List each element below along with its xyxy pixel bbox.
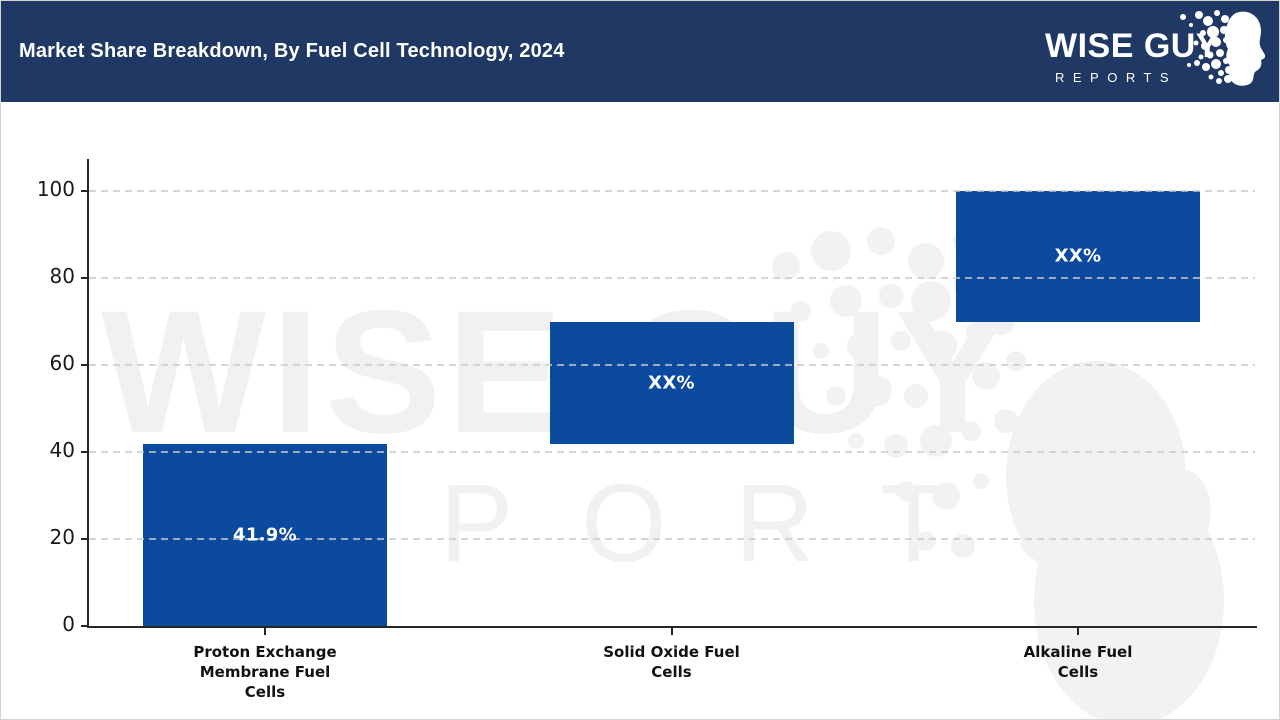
page-title: Market Share Breakdown, By Fuel Cell Tec…	[19, 40, 565, 62]
wise-guy-reports-logo: WISE GUY REPORTS	[1045, 10, 1265, 86]
logo-wiseguy-text: WISE GUY	[1045, 27, 1219, 65]
logo-face-profile	[1224, 11, 1265, 86]
bar-segment-1	[549, 321, 794, 444]
logo-reports-text: REPORTS	[1055, 70, 1177, 85]
bar-segment-0	[143, 443, 387, 626]
bar-segment-2	[956, 191, 1200, 322]
header-bar: Market Share Breakdown, By Fuel Cell Tec…	[1, 1, 1279, 102]
